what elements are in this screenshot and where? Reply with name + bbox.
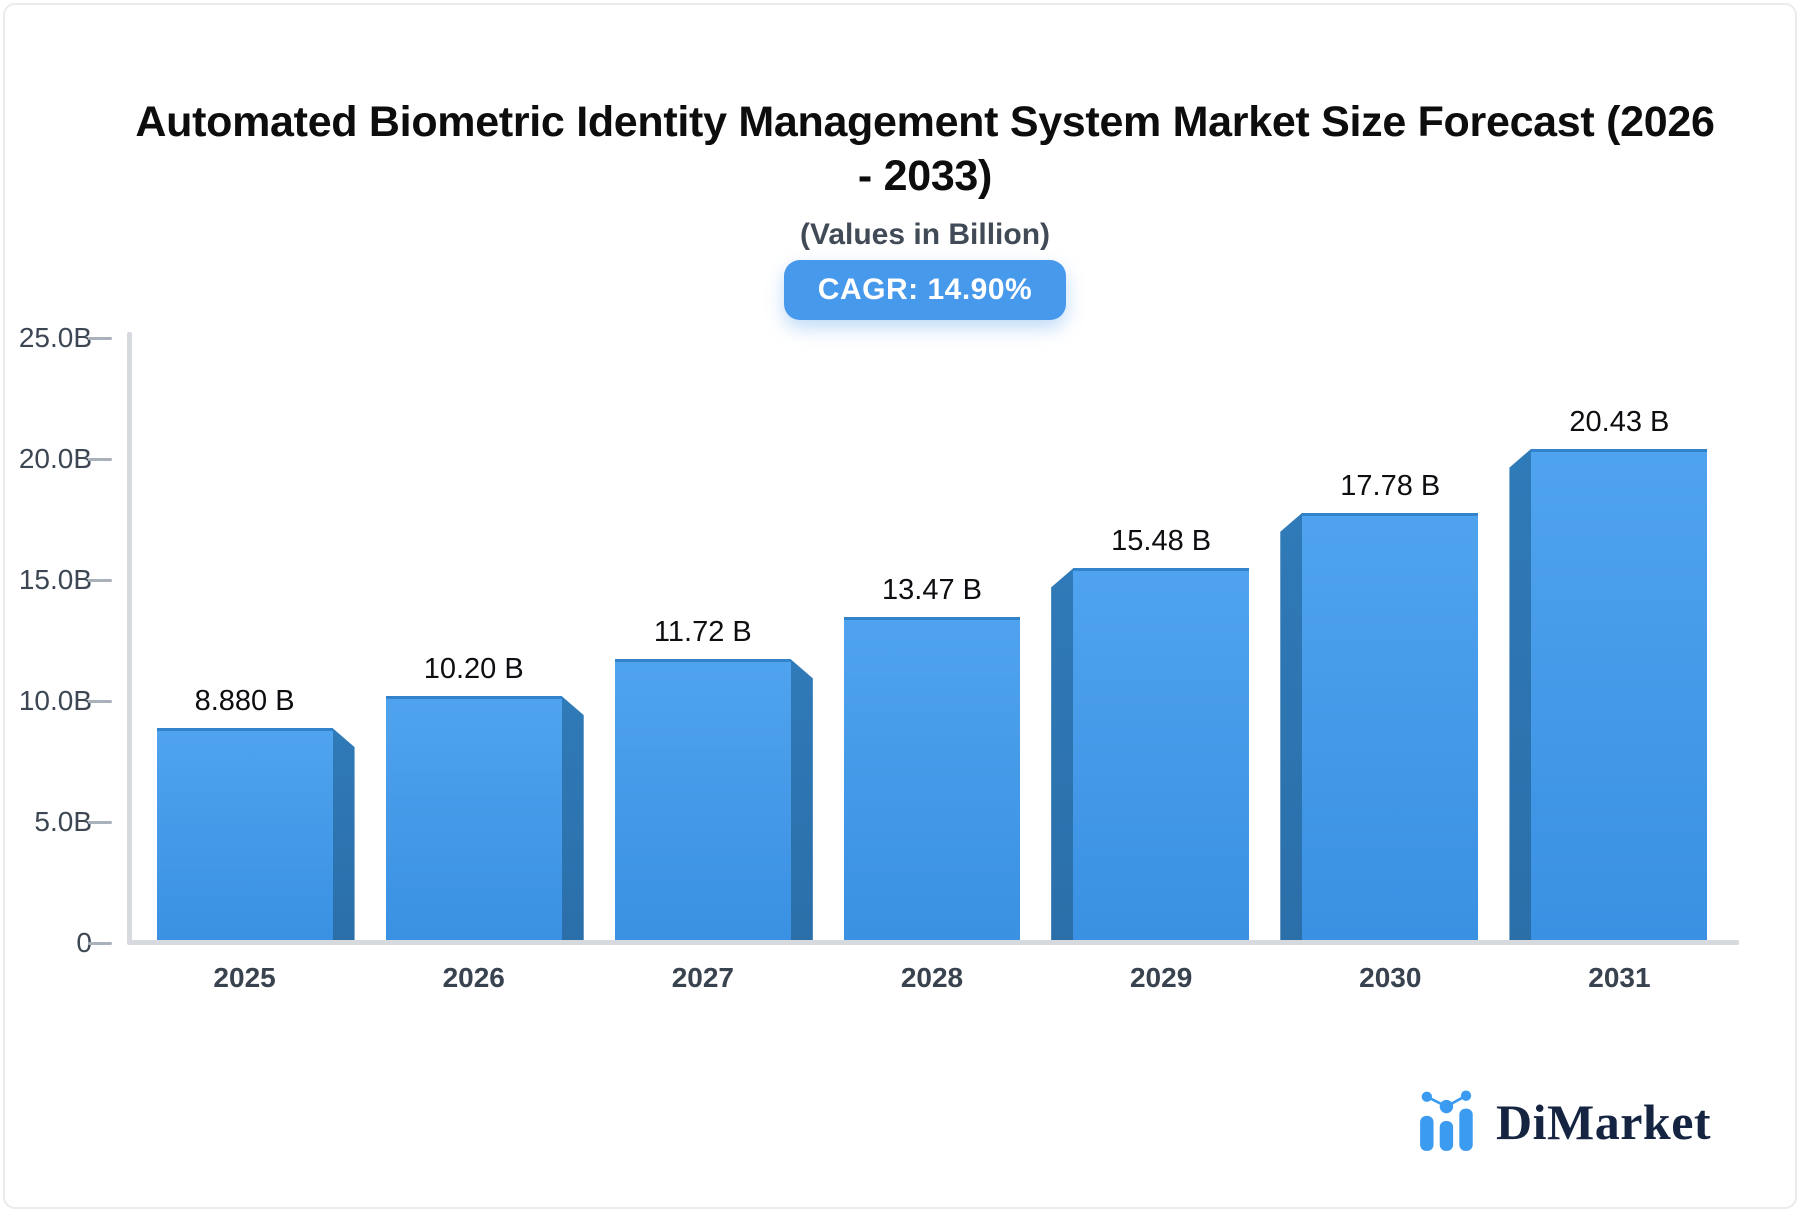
y-axis-line [127, 332, 132, 945]
y-tick-mark [88, 700, 112, 703]
logo-text: DiMarket [1496, 1094, 1712, 1150]
chart-card [3, 3, 1797, 1209]
x-axis-label-2031: 2031 [1588, 962, 1651, 993]
bar-value-label-2029: 15.48 B [1111, 525, 1212, 558]
x-axis-label-2029: 2029 [1129, 962, 1193, 993]
bar-value-label-2031: 20.43 B [1569, 405, 1670, 438]
bar-side-2026 [561, 696, 584, 943]
y-tick-mark [88, 942, 112, 945]
y-tick-mark [88, 821, 112, 824]
y-tick-label-25.0B: 25.0B [18, 322, 92, 353]
y-tick-mark [88, 337, 112, 340]
cagr-badge: CAGR: 14.90% [783, 259, 1067, 320]
bar-value-label-2028: 13.47 B [882, 574, 982, 607]
bar-side-2025 [332, 728, 355, 943]
y-tick-label-15.0B: 15.0B [18, 564, 92, 595]
bar-2027[interactable] [614, 659, 791, 943]
x-axis-label-2026: 2026 [442, 962, 505, 993]
bar-value-label-2027: 11.72 B [653, 616, 752, 649]
chart-title: Automated Biometric Identity Management … [135, 98, 1715, 200]
bar-value-label-2026: 10.20 B [423, 653, 524, 686]
y-tick-label-20.0B: 20.0B [18, 443, 92, 474]
x-axis-label-2028: 2028 [900, 962, 964, 993]
bar-2028[interactable] [844, 617, 1020, 943]
bar-side-2030 [1280, 512, 1303, 943]
x-axis-label-2025: 2025 [213, 962, 276, 993]
x-axis-line [127, 940, 1739, 945]
bar-side-2027 [790, 659, 813, 943]
bar-2025[interactable] [156, 728, 333, 943]
dimarket-logo: DiMarket [1416, 1086, 1711, 1158]
x-axis-label-2027: 2027 [671, 962, 734, 993]
bar-value-label-2025: 8.880 B [194, 685, 295, 718]
bar-2031[interactable] [1531, 448, 1708, 943]
y-tick-label-10.0B: 10.0B [18, 685, 92, 716]
bar-side-2031 [1509, 448, 1532, 943]
y-tick-mark [88, 458, 112, 461]
y-tick-label-5.0B: 5.0B [34, 806, 92, 837]
bar-2026[interactable] [385, 696, 562, 943]
bar-chart-line-logo-icon [1420, 1090, 1473, 1151]
chart-subtitle: (Values in Billion) [799, 217, 1051, 251]
y-tick-label-0: 0 [76, 927, 92, 958]
y-tick-mark [88, 579, 112, 582]
bar-2030[interactable] [1302, 512, 1479, 943]
bar-side-2029 [1051, 568, 1074, 943]
bar-value-label-2030: 17.78 B [1340, 469, 1441, 502]
bar-2029[interactable] [1073, 568, 1250, 943]
x-axis-label-2030: 2030 [1359, 962, 1422, 993]
bar-chart: 25.0B 20.0B 15.0B 10.0B 5.0B 0 8.880 B 2025 10.2… [19, 323, 1739, 993]
chart-header: Automated Biometric Identity Management … [125, 96, 1725, 320]
